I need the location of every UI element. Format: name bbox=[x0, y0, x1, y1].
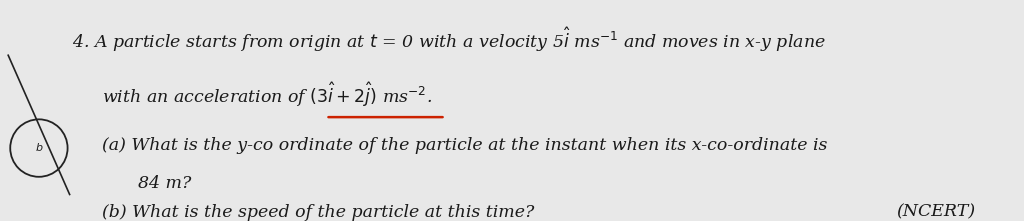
Text: (a) What is the y-co ordinate of the particle at the instant when its x-co-ordin: (a) What is the y-co ordinate of the par… bbox=[102, 137, 827, 154]
Text: (b) What is the speed of the particle at this time?: (b) What is the speed of the particle at… bbox=[102, 204, 535, 221]
Text: 4. A particle starts from origin at $t$ = 0 with a velocity 5$\hat{i}$ ms$^{-1}$: 4. A particle starts from origin at $t$ … bbox=[72, 25, 825, 54]
Text: (NCERT): (NCERT) bbox=[896, 204, 975, 221]
Text: 84 m?: 84 m? bbox=[138, 175, 191, 192]
Text: b: b bbox=[36, 143, 42, 153]
Text: with an acceleration of $(3\hat{i}+2\hat{j})$ ms$^{-2}$.: with an acceleration of $(3\hat{i}+2\hat… bbox=[102, 81, 432, 109]
